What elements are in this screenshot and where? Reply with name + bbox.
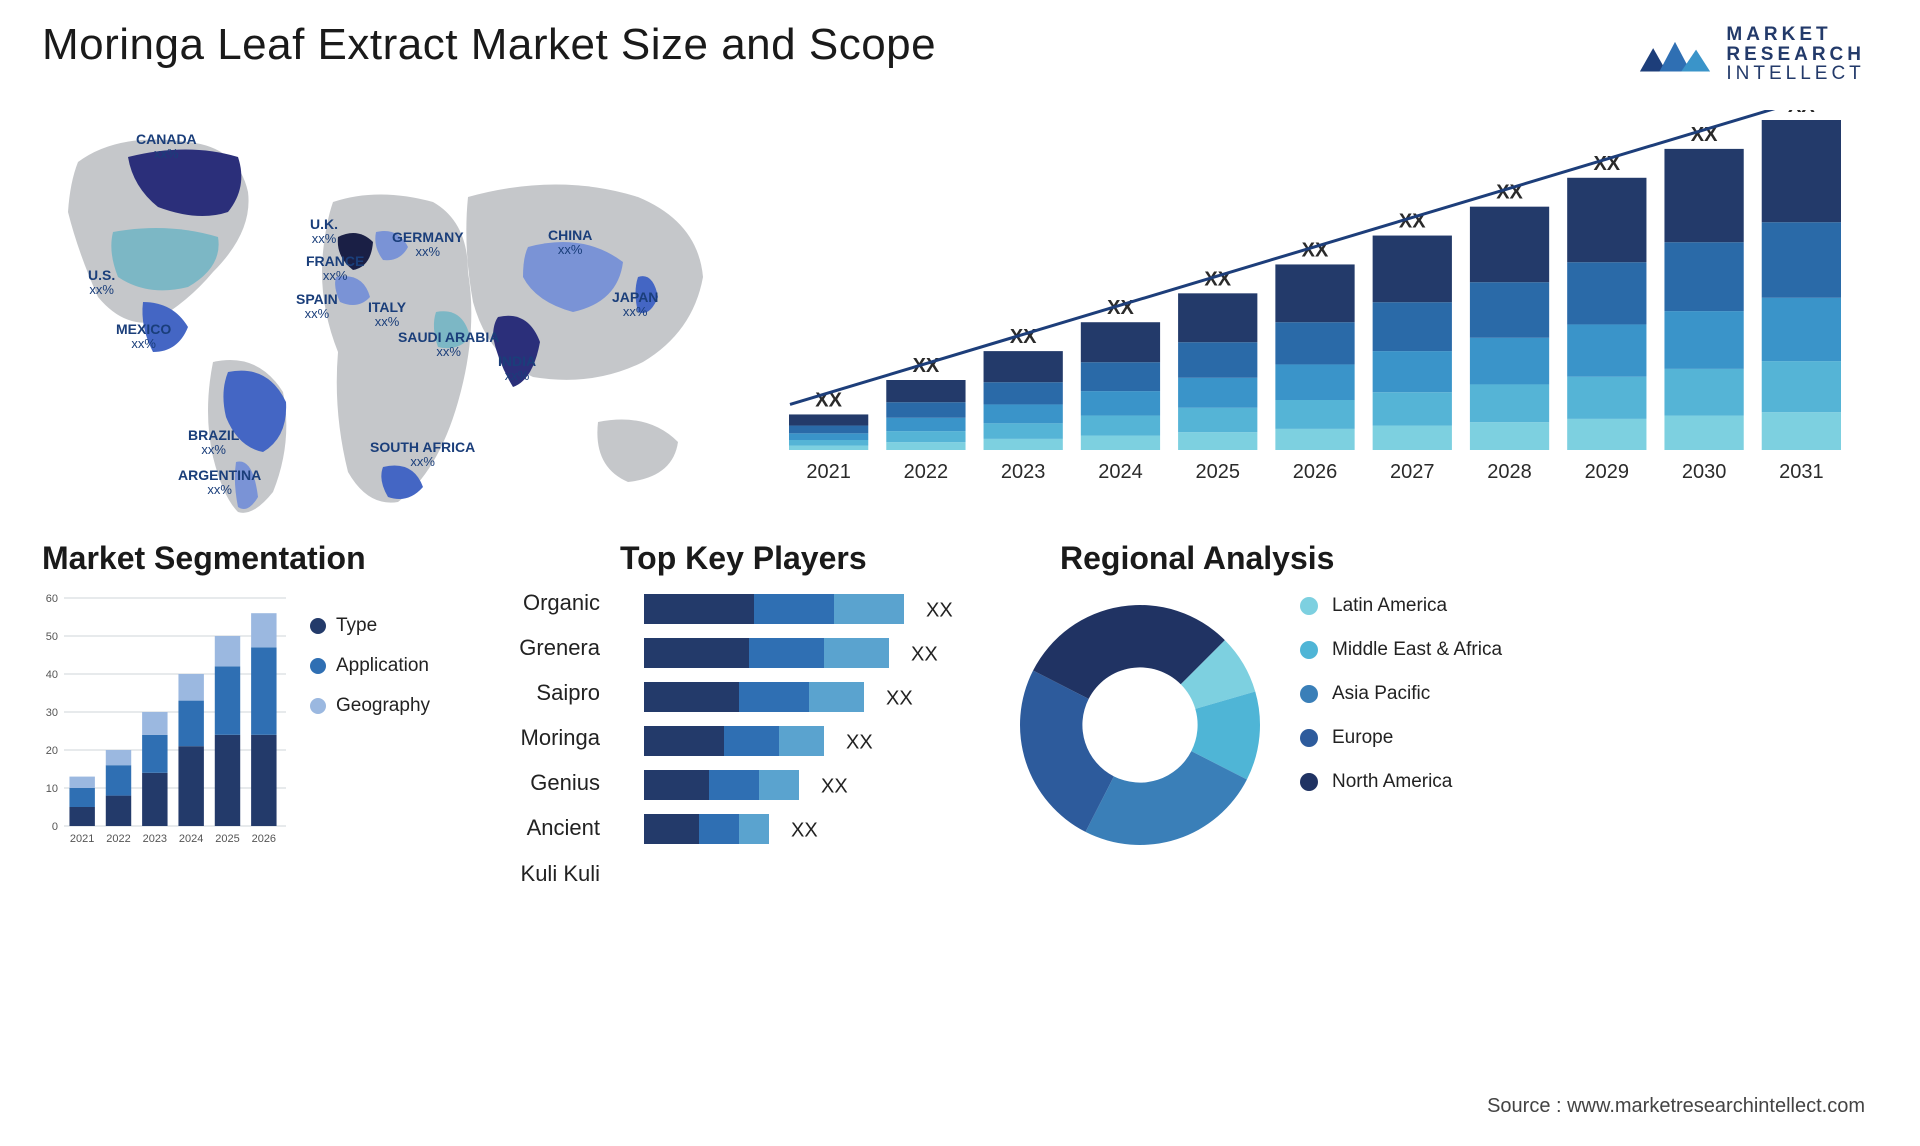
legend-item: Type [310,615,430,637]
market-size-chart: XX2021XX2022XX2023XX2024XX2025XX2026XX20… [770,110,1860,490]
list-item: Organic [480,580,600,625]
svg-text:XX: XX [846,732,873,754]
world-map: CANADAxx% U.S.xx%MEXICOxx% BRAZILxx% ARGENT… [38,102,738,522]
segmentation-chart: 0 10 20 30 40 50 60 2021 2022 2023 2024 2025 2026 [38,590,288,850]
list-item: Grenera [480,625,600,670]
svg-text:2023: 2023 [1001,461,1046,483]
map-label-canada: CANADAxx% [136,132,197,162]
svg-text:30: 30 [46,707,58,719]
map-label-southafrica: SOUTH AFRICAxx% [370,440,475,470]
map-label-us: U.S.xx% [88,268,115,298]
legend-item: Application [310,655,430,677]
map-label-france: FRANCExx% [306,254,364,284]
page-title: Moringa Leaf Extract Market Size and Sco… [42,20,936,70]
list-item: Ancient [480,805,600,850]
map-label-spain: SPAINxx% [296,292,338,322]
key-players-title: Top Key Players [620,540,867,577]
segmentation-title: Market Segmentation [42,540,366,577]
list-item: Kuli Kuli [480,851,600,896]
svg-text:XX: XX [821,776,848,798]
map-label-argentina: ARGENTINAxx% [178,468,261,498]
legend-item: North America [1300,771,1502,793]
legend-item: Europe [1300,727,1502,749]
list-item: Saipro [480,670,600,715]
svg-text:2023: 2023 [143,833,167,845]
svg-text:2021: 2021 [70,833,94,845]
svg-text:XX: XX [791,820,818,842]
svg-text:2030: 2030 [1682,461,1727,483]
map-label-brazil: BRAZILxx% [188,428,239,458]
map-label-uk: U.K.xx% [310,217,338,247]
svg-text:10: 10 [46,783,58,795]
list-item: Genius [480,760,600,805]
svg-text:20: 20 [46,745,58,757]
map-label-china: CHINAxx% [548,228,592,258]
legend-item: Latin America [1300,595,1502,617]
svg-text:XX: XX [886,688,913,710]
svg-text:2031: 2031 [1779,461,1824,483]
svg-text:XX: XX [926,600,953,622]
svg-text:XX: XX [1788,110,1815,117]
svg-text:2026: 2026 [1293,461,1338,483]
map-label-germany: GERMANYxx% [392,230,464,260]
key-players-chart: XXXXXXXXXXXX [640,588,970,858]
source-label: Source : www.marketresearchintellect.com [1487,1095,1865,1118]
logo-text: MARKET RESEARCH INTELLECT [1726,25,1865,85]
legend-item: Middle East & Africa [1300,639,1502,661]
map-label-mexico: MEXICOxx% [116,322,171,352]
svg-text:40: 40 [46,669,58,681]
svg-text:2022: 2022 [904,461,949,483]
list-item: Moringa [480,715,600,760]
map-label-india: INDIAxx% [498,354,536,384]
logo-mark-icon [1636,22,1714,87]
svg-text:2022: 2022 [106,833,130,845]
segmentation-category-list: OrganicGreneraSaiproMoringaGeniusAncient… [480,580,600,896]
svg-text:2025: 2025 [215,833,239,845]
svg-text:XX: XX [911,644,938,666]
brand-logo: MARKET RESEARCH INTELLECT [1636,22,1865,87]
svg-text:2027: 2027 [1390,461,1435,483]
svg-text:0: 0 [52,821,58,833]
legend-item: Asia Pacific [1300,683,1502,705]
svg-text:2021: 2021 [806,461,851,483]
regional-legend: Latin America Middle East & Africa Asia Pa… [1300,595,1502,815]
map-label-italy: ITALYxx% [368,300,406,330]
svg-text:2024: 2024 [179,833,203,845]
map-label-japan: JAPANxx% [612,290,658,320]
regional-title: Regional Analysis [1060,540,1334,577]
svg-text:2026: 2026 [252,833,276,845]
svg-text:60: 60 [46,593,58,605]
svg-text:2028: 2028 [1487,461,1532,483]
legend-item: Geography [310,695,430,717]
svg-text:2029: 2029 [1585,461,1630,483]
map-label-saudiarabia: SAUDI ARABIAxx% [398,330,499,360]
segmentation-legend: Type Application Geography [310,615,430,735]
svg-text:2024: 2024 [1098,461,1143,483]
svg-text:2025: 2025 [1195,461,1240,483]
regional-donut-chart [1000,585,1280,865]
svg-text:50: 50 [46,631,58,643]
